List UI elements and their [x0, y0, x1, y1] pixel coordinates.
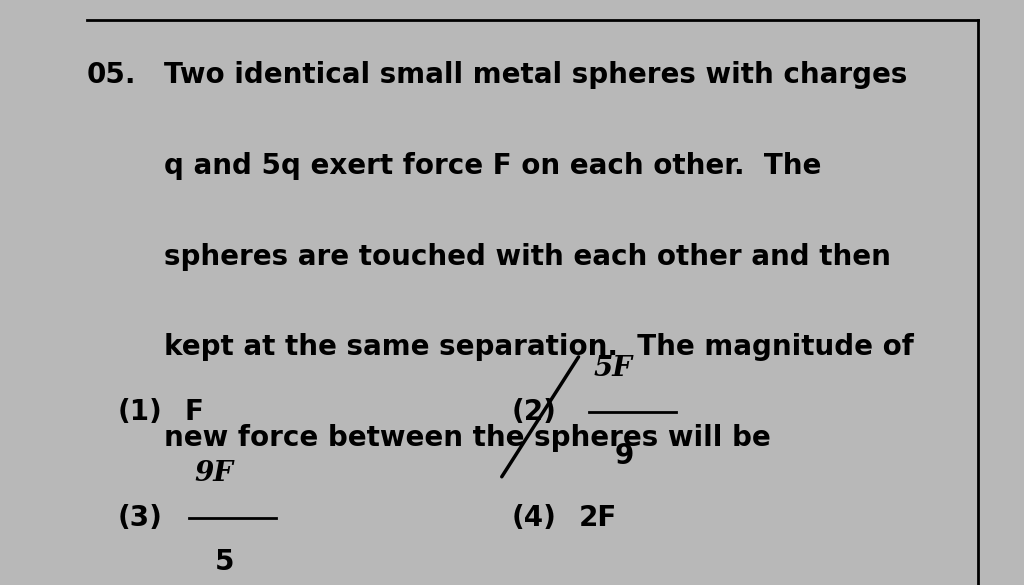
- Text: kept at the same separation.  The magnitude of: kept at the same separation. The magnitu…: [164, 333, 913, 362]
- Text: spheres are touched with each other and then: spheres are touched with each other and …: [164, 243, 891, 271]
- Text: 05.: 05.: [87, 61, 136, 90]
- Text: (2): (2): [512, 398, 557, 426]
- Text: 2F: 2F: [579, 504, 616, 532]
- Text: new force between the spheres will be: new force between the spheres will be: [164, 424, 771, 452]
- Text: 5: 5: [215, 548, 234, 576]
- Text: (1): (1): [118, 398, 163, 426]
- Text: q and 5q exert force F on each other.  The: q and 5q exert force F on each other. Th…: [164, 152, 821, 180]
- Text: 9: 9: [614, 442, 634, 470]
- Text: 9F: 9F: [195, 460, 233, 487]
- Text: (4): (4): [512, 504, 557, 532]
- Text: Two identical small metal spheres with charges: Two identical small metal spheres with c…: [164, 61, 907, 90]
- Text: (3): (3): [118, 504, 163, 532]
- Text: 5F: 5F: [594, 355, 633, 382]
- Text: F: F: [184, 398, 203, 426]
